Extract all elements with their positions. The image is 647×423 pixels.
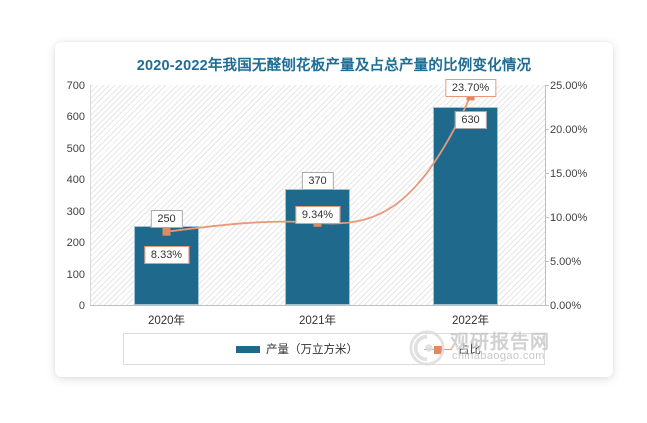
legend-item-share[interactable]: 占比 [424,341,481,357]
y-tick-right-5: 5.00% [550,256,582,268]
y-tick-left-700: 700 [66,80,85,92]
y-tick-left-200: 200 [66,237,85,250]
y-tick-left-100: 100 [66,268,85,281]
x-label-2022: 2022年 [451,315,490,327]
line-marker-2020 [162,227,171,236]
x-axis-line [90,305,546,306]
y-tick-left-600: 600 [66,111,85,124]
y-axis-left: 700 600 500 400 300 200 100 0 [55,81,85,312]
y-tick-right-20: 20.00% [550,124,588,136]
y-tick-right-15: 15.00% [550,168,588,180]
bar-2022[interactable] [433,107,498,305]
pct-label-2021: 9.34% [294,206,341,225]
legend-item-production[interactable]: 产量（万立方米） [236,341,358,357]
y-tick-left-400: 400 [66,174,85,187]
bar-value-label-2021: 370 [301,172,334,191]
tick-mark-15 [545,173,549,174]
tick-mark-20 [545,129,549,130]
y-tick-left-500: 500 [66,142,85,155]
tick-mark-0 [545,305,549,306]
bar-value-label-2020: 250 [150,210,183,229]
y-axis-left-line [90,85,91,306]
chart-card: 2020-2022年我国无醛刨花板产量及占总产量的比例变化情况 700 600 … [55,42,613,377]
legend-label-share: 占比 [458,344,481,356]
x-label-2021: 2021年 [298,315,337,327]
legend-label-production: 产量（万立方米） [266,344,358,356]
pct-label-2022: 23.70% [444,79,497,98]
tick-mark-10 [545,217,549,218]
chart-title: 2020-2022年我国无醛刨花板产量及占总产量的比例变化情况 [136,58,532,74]
y-tick-left-0: 0 [78,300,85,312]
y-axis-right: 25.00% 20.00% 15.00% 10.00% 5.00% 0.00% [550,81,610,312]
y-tick-right-10: 10.00% [550,212,588,224]
bar-value-label-2022: 630 [454,111,487,130]
tick-mark-5 [545,261,549,262]
pct-label-2020: 8.33% [143,246,190,265]
tick-mark-25 [545,85,549,86]
chart-legend: 产量（万立方米） 占比 [123,333,545,365]
x-label-2020: 2020年 [147,315,186,327]
legend-line-swatch-icon [424,345,452,354]
legend-bar-swatch-icon [236,345,260,353]
y-tick-right-25: 25.00% [550,80,588,92]
y-tick-left-300: 300 [66,205,85,218]
y-tick-right-0: 0.00% [550,300,582,312]
y-axis-right-line [545,85,546,306]
